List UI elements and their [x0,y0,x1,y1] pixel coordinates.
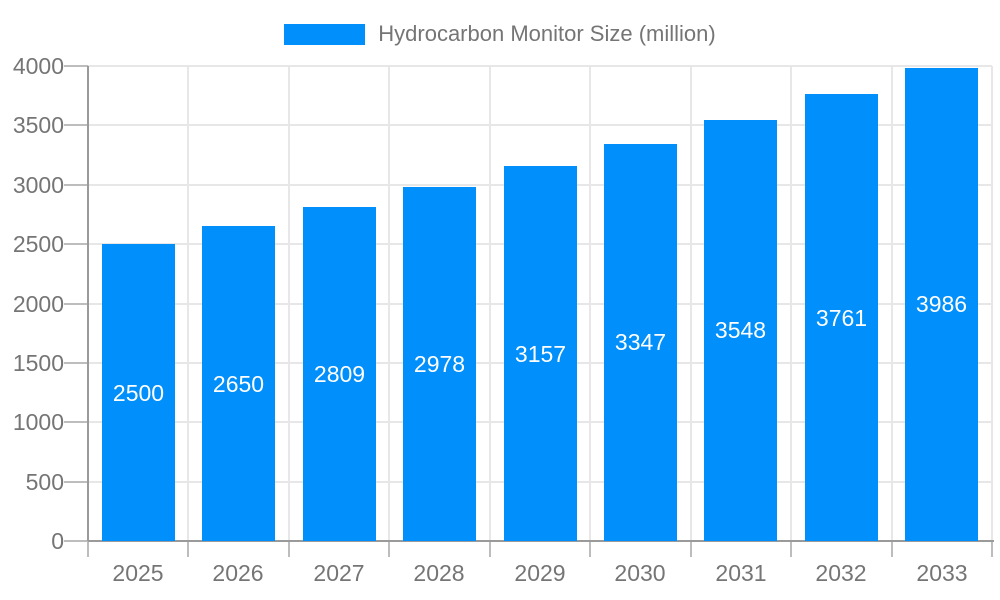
bar-value-label: 2978 [413,351,466,377]
bar-value-label: 2809 [313,361,366,387]
y-axis-tick [64,243,88,245]
y-axis-tick-label: 3500 [12,112,64,138]
y-axis-tick-label: 1000 [12,409,64,435]
x-gridline [489,66,491,541]
x-gridline [288,66,290,541]
x-gridline [388,66,390,541]
bar[interactable] [504,166,577,541]
y-axis-tick [64,481,88,483]
bar-value-label: 2650 [212,371,265,397]
bar[interactable] [905,68,978,541]
y-axis-tick-label: 2500 [12,231,64,257]
bar-value-label: 2500 [112,380,165,406]
y-axis-tick-label: 2000 [12,291,64,317]
y-axis-tick [64,65,88,67]
x-axis-tick [991,541,993,557]
y-gridline [88,124,992,126]
x-axis-tick [891,541,893,557]
y-axis-tick-label: 3000 [12,172,64,198]
x-gridline [589,66,591,541]
bar[interactable] [704,120,777,541]
x-axis-tick-label: 2028 [413,560,465,586]
x-axis-tick [790,541,792,557]
y-axis-tick-label: 0 [51,528,64,554]
x-axis-tick-label: 2031 [715,560,767,586]
x-axis-tick-label: 2033 [916,560,968,586]
x-axis-tick [288,541,290,557]
legend-item[interactable]: Hydrocarbon Monitor Size (million) [0,21,1000,47]
bar-value-label: 3761 [815,305,868,331]
x-axis-tick-label: 2030 [614,560,666,586]
y-axis-tick [64,124,88,126]
x-axis-tick-label: 2029 [514,560,566,586]
x-gridline [690,66,692,541]
x-axis-tick-label: 2025 [112,560,164,586]
y-axis-tick [64,184,88,186]
bar-value-label: 3157 [514,341,567,367]
y-axis-tick [64,421,88,423]
bar[interactable] [102,244,175,541]
x-axis-tick-label: 2026 [212,560,264,586]
x-axis-tick [388,541,390,557]
y-axis-tick [64,362,88,364]
bar[interactable] [403,187,476,541]
x-gridline [891,66,893,541]
bar-value-label: 3986 [915,291,968,317]
x-axis-tick [489,541,491,557]
bar-value-label: 3548 [714,317,767,343]
y-gridline [88,65,992,67]
x-axis-tick [87,541,89,557]
y-axis-tick-label: 500 [25,469,64,495]
x-gridline [790,66,792,541]
x-axis-tick-label: 2032 [815,560,867,586]
y-axis-line [87,66,89,541]
y-axis-tick-label: 1500 [12,350,64,376]
x-axis-tick [690,541,692,557]
y-axis-tick [64,540,88,542]
bar-value-label: 3347 [614,329,667,355]
x-axis-tick [187,541,189,557]
x-axis-tick-label: 2027 [313,560,365,586]
x-axis-line [88,540,994,542]
y-axis-tick-label: 4000 [12,53,64,79]
bar[interactable] [303,207,376,541]
x-gridline [991,66,993,541]
legend-swatch-icon [284,23,366,45]
legend-label: Hydrocarbon Monitor Size (million) [378,21,716,46]
bar[interactable] [604,144,677,541]
y-axis-tick [64,303,88,305]
bar[interactable] [805,94,878,541]
x-axis-tick [589,541,591,557]
x-gridline [187,66,189,541]
bar[interactable] [202,226,275,541]
